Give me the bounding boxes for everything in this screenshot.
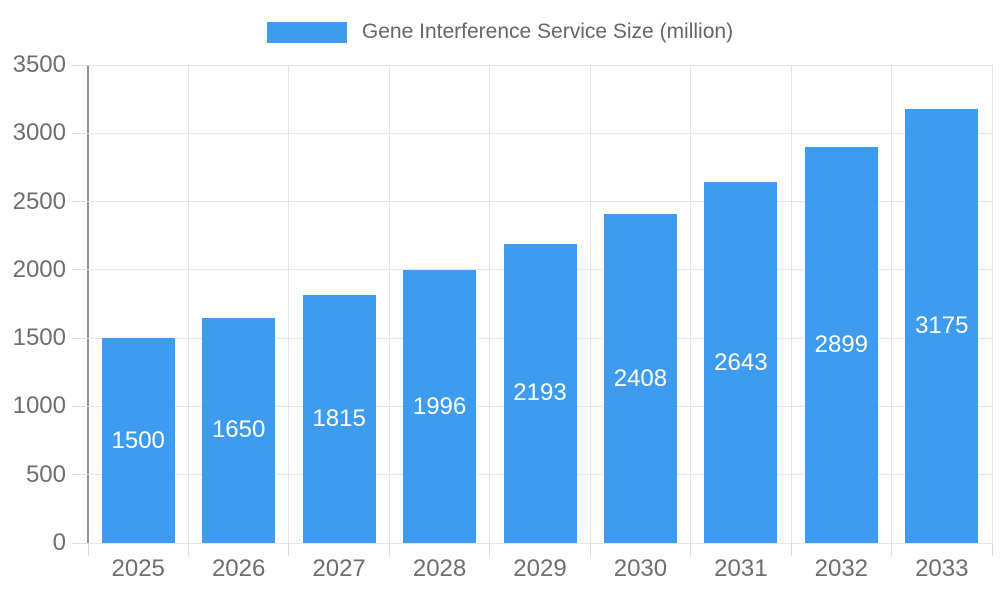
y-tick-label: 1000 (12, 392, 66, 420)
y-tick-label: 2500 (12, 187, 66, 215)
bar[interactable]: 2408 (603, 214, 677, 543)
bar-value-label: 2408 (613, 364, 668, 392)
bar[interactable]: 3175 (905, 109, 979, 543)
y-tick (72, 337, 88, 339)
bar[interactable]: 2899 (804, 147, 878, 543)
bar-value-label: 1650 (211, 416, 266, 444)
x-tick (589, 543, 591, 556)
x-tick-label: 2025 (111, 555, 165, 582)
bar-value-label: 1996 (412, 392, 467, 420)
y-tick-label: 0 (52, 529, 66, 556)
x-tick (991, 543, 993, 556)
x-tick-label: 2029 (513, 555, 567, 582)
v-gridline (288, 65, 290, 543)
bar-value-label: 1500 (111, 426, 165, 454)
y-tick-label: 3000 (12, 119, 66, 147)
v-gridline (790, 65, 792, 543)
x-tick-label: 2031 (714, 555, 768, 582)
y-tick (72, 542, 88, 544)
y-tick (72, 64, 88, 66)
bar[interactable]: 1650 (202, 317, 276, 543)
h-gridline (88, 201, 992, 203)
x-tick-label: 2030 (613, 555, 668, 582)
bar-value-label: 2193 (513, 379, 567, 407)
bar[interactable]: 1996 (403, 270, 477, 543)
plot-area: 1500 1650 1815 1996 2193 2408 2643 2899 3175 (88, 64, 993, 544)
y-axis-line (87, 65, 89, 543)
v-gridline (589, 65, 591, 543)
y-tick-label: 3500 (12, 51, 66, 78)
bar-value-label: 2899 (814, 331, 869, 359)
y-tick-label: 1500 (12, 324, 66, 352)
x-tick (891, 543, 893, 556)
x-tick (790, 543, 792, 556)
y-tick (72, 405, 88, 407)
x-tick (187, 543, 189, 556)
legend-swatch (266, 21, 347, 43)
y-tick (72, 269, 88, 271)
x-tick-label: 2032 (814, 555, 869, 582)
x-tick (690, 543, 692, 556)
h-gridline (88, 542, 992, 544)
y-tick (72, 132, 88, 134)
bar[interactable]: 2193 (503, 243, 577, 543)
y-tick-label: 500 (25, 460, 66, 488)
h-gridline (88, 132, 992, 134)
x-tick-label: 2033 (915, 555, 969, 582)
v-gridline (690, 65, 692, 543)
x-tick-label: 2027 (312, 555, 366, 582)
x-tick (489, 543, 491, 556)
bar-value-label: 3175 (915, 312, 969, 340)
bar-value-label: 1815 (312, 405, 366, 433)
v-gridline (489, 65, 491, 543)
v-gridline (187, 65, 189, 543)
x-tick-label: 2028 (412, 555, 467, 582)
bar[interactable]: 1500 (101, 338, 175, 543)
x-tick (388, 543, 390, 556)
v-gridline (991, 65, 993, 543)
y-tick (72, 474, 88, 476)
bar-value-label: 2643 (714, 348, 768, 376)
bar[interactable]: 1815 (302, 295, 376, 543)
v-gridline (388, 65, 390, 543)
y-tick (72, 201, 88, 203)
h-gridline (88, 64, 992, 66)
x-tick (288, 543, 290, 556)
legend-item[interactable]: Gene Interference Service Size (million) (0, 16, 1000, 48)
bar[interactable]: 2643 (704, 182, 778, 543)
y-tick-label: 2000 (12, 255, 66, 283)
v-gridline (891, 65, 893, 543)
x-tick-label: 2026 (211, 555, 266, 582)
x-tick (87, 543, 89, 556)
legend-label: Gene Interference Service Size (million) (361, 20, 734, 43)
